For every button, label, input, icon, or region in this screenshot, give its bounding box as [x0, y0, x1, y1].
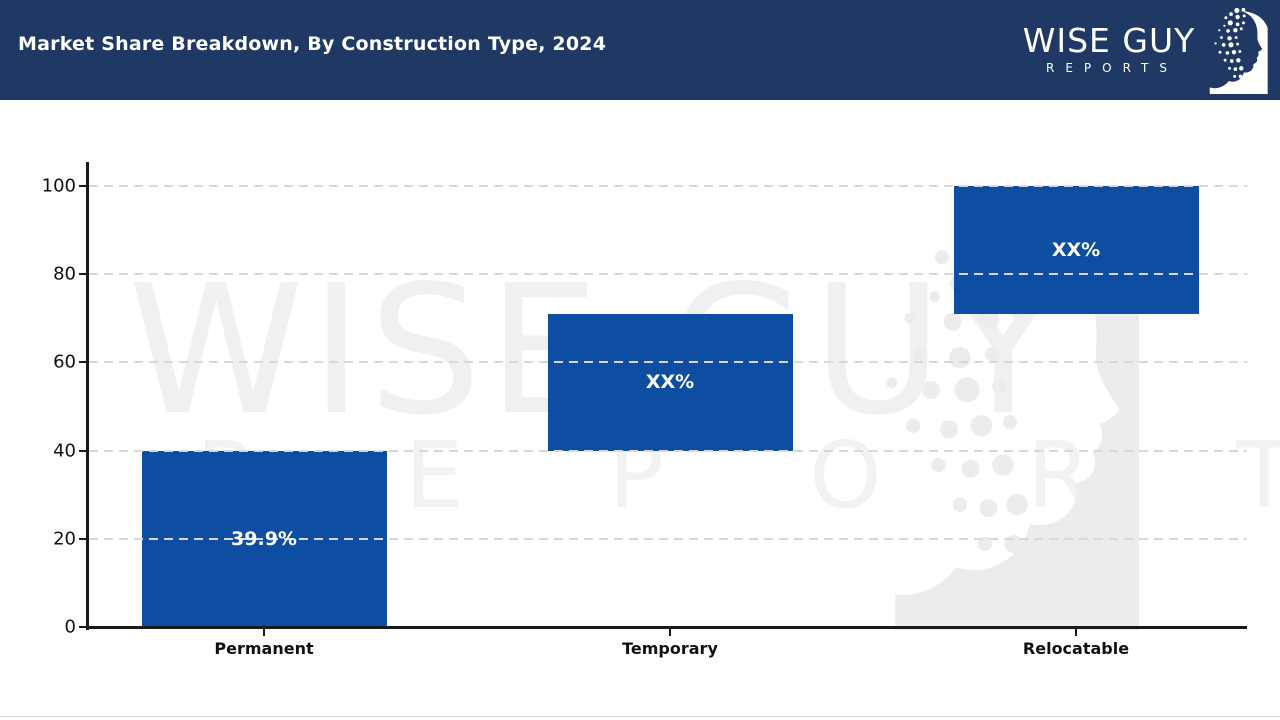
y-tick-label: 0	[64, 616, 76, 638]
y-tick-mark	[79, 185, 86, 187]
gridline-20	[89, 537, 1247, 540]
dotted-face-icon	[1209, 7, 1268, 94]
y-tick-mark	[79, 361, 86, 364]
bar-value-label: 39.9%	[231, 528, 297, 551]
y-tick-label: 40	[53, 440, 76, 462]
y-tick-label: 20	[53, 528, 76, 550]
gridline-100	[89, 185, 1247, 187]
y-axis-line	[86, 162, 89, 630]
y-tick-label: 100	[41, 175, 76, 197]
header-band: Market Share Breakdown, By Construction …	[0, 0, 1280, 100]
y-tick-mark	[79, 449, 86, 452]
y-tick-label: 80	[53, 263, 76, 285]
gridline-40	[89, 449, 1247, 452]
x-tick-mark	[669, 629, 671, 636]
x-category-label-relocatable: Relocatable	[1022, 639, 1130, 658]
wise-guy-reports-logo: WISE GUY REPORTS	[1020, 6, 1270, 94]
x-tick-mark	[263, 629, 265, 636]
plot-area: 39.9% XX% XX% 0 20 40 60 80 100 Permanent Temporar…	[0, 100, 1280, 720]
bottom-hairline	[0, 716, 1280, 717]
x-tick-mark	[1075, 629, 1077, 636]
logo-subtitle: REPORTS	[1045, 61, 1178, 75]
x-category-label-permanent: Permanent	[214, 639, 314, 658]
logo-wordmark: WISE GUY	[1022, 21, 1196, 60]
bar-temporary	[547, 313, 793, 452]
y-tick-label: 60	[53, 351, 76, 373]
y-tick-mark	[79, 273, 86, 276]
bar-value-label: XX%	[1051, 238, 1101, 261]
y-tick-mark	[79, 537, 86, 540]
chart-title: Market Share Breakdown, By Construction …	[18, 33, 607, 55]
y-tick-mark	[79, 626, 86, 628]
x-category-label-temporary: Temporary	[622, 639, 718, 658]
gridline-80	[89, 273, 1247, 276]
bar-value-label: XX%	[645, 371, 695, 394]
logo-text: WISE GUY REPORTS	[1020, 24, 1198, 75]
x-axis-line	[86, 626, 1247, 629]
bar-relocatable	[953, 186, 1199, 314]
gridline-60	[89, 361, 1247, 364]
